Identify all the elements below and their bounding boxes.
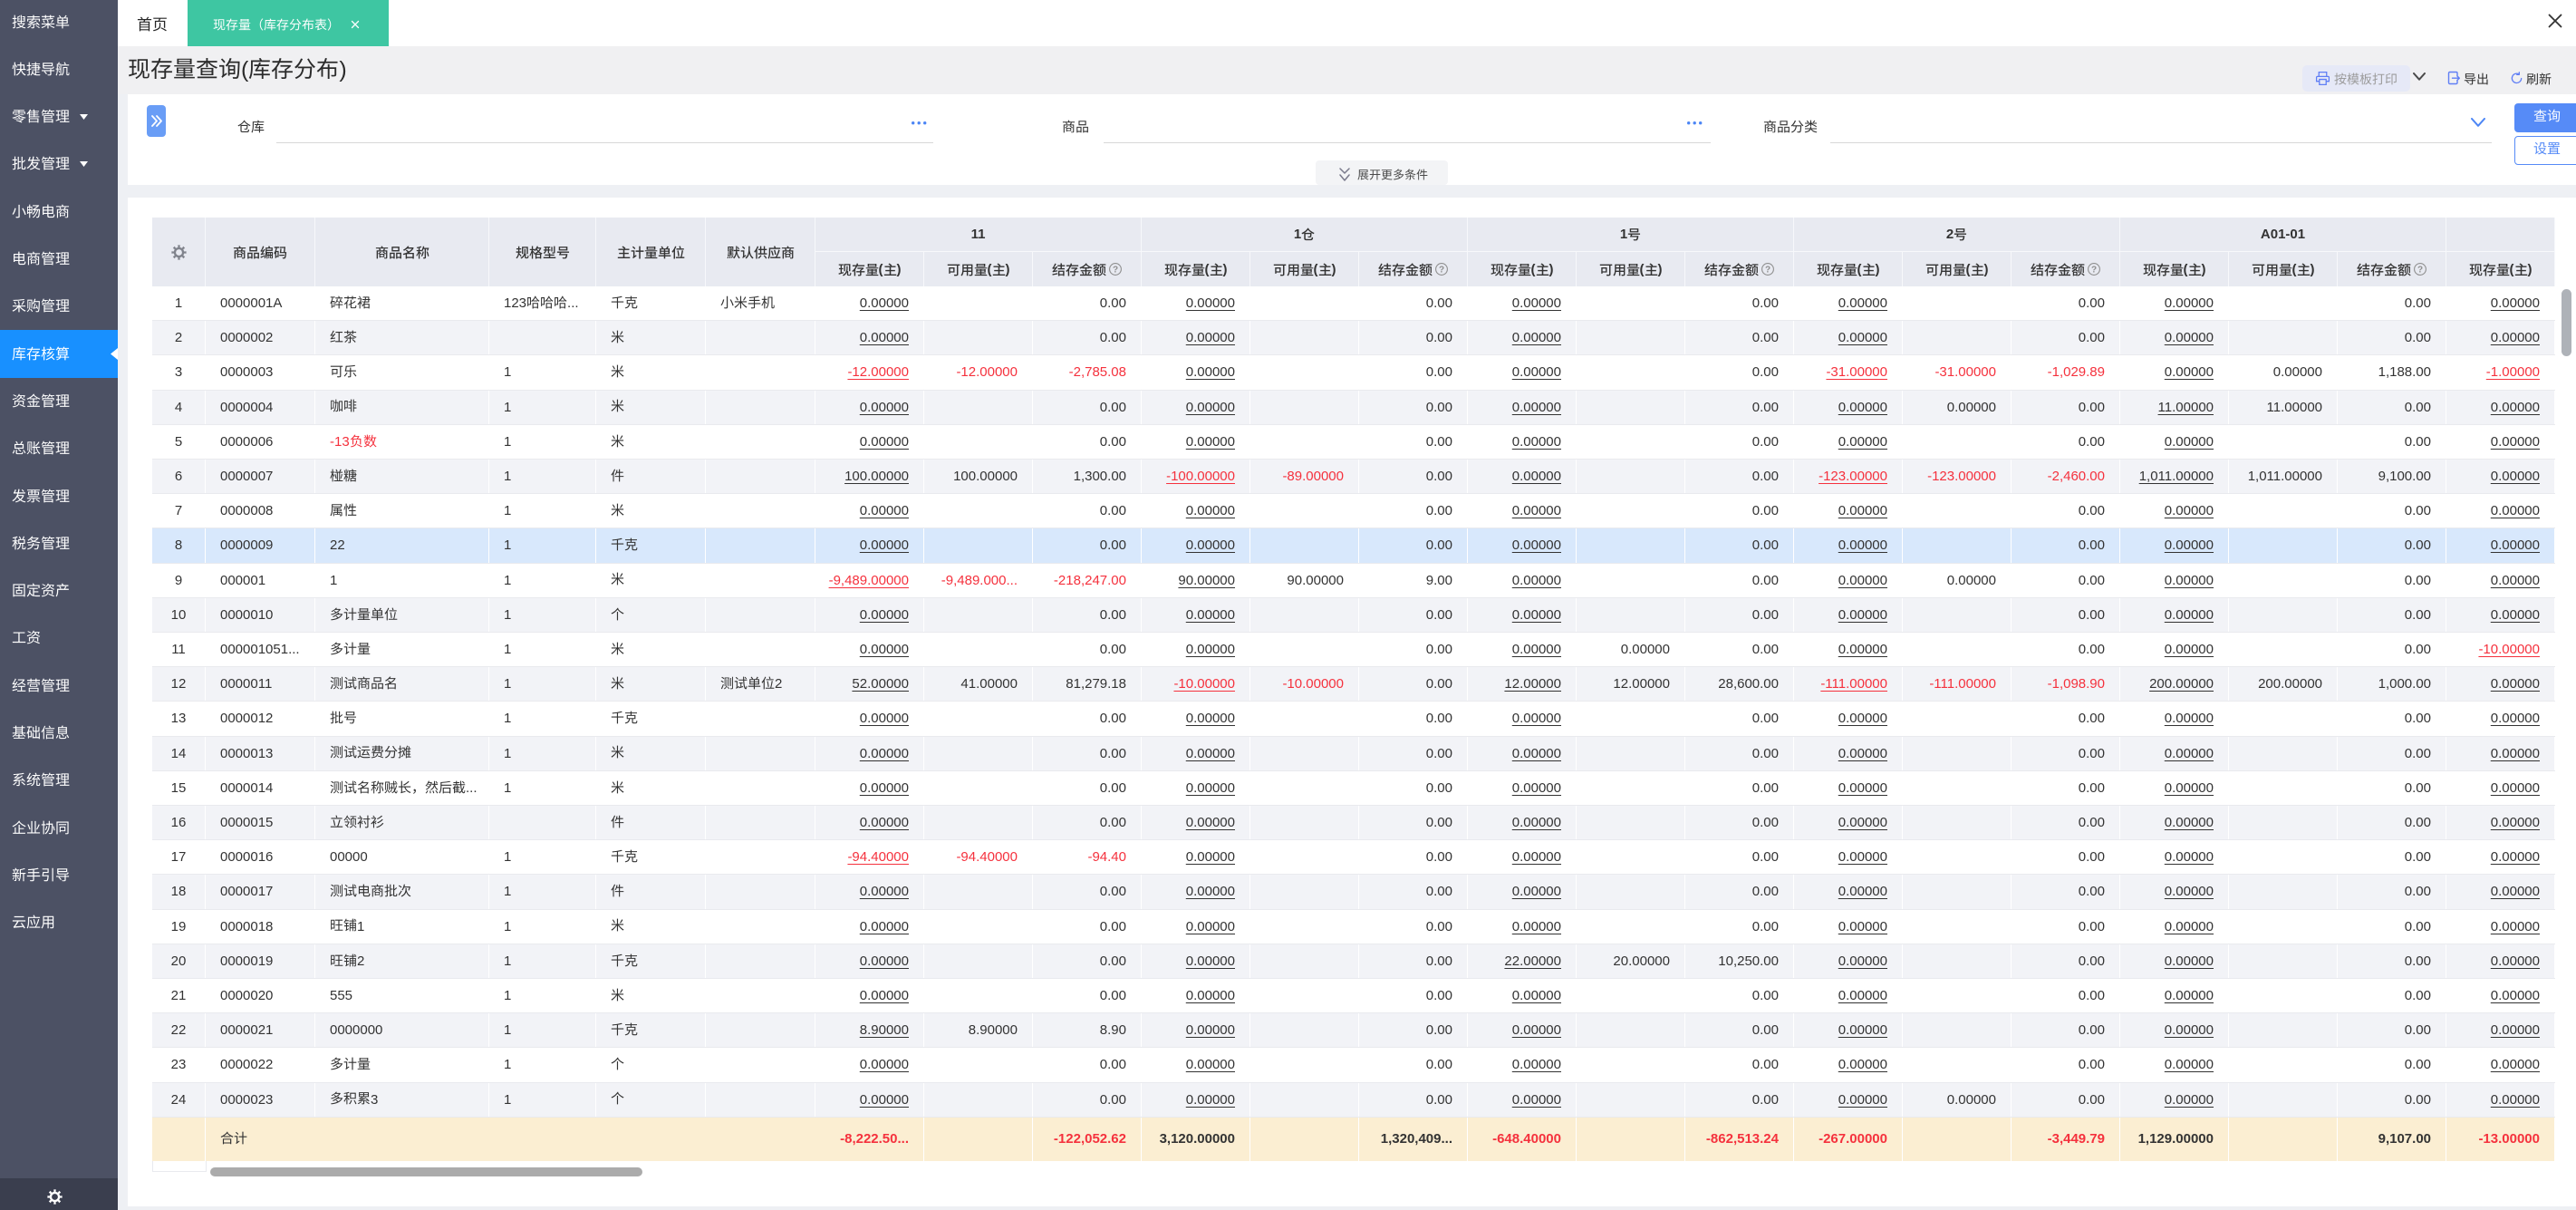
svg-text:?: ? [1113,266,1118,276]
svg-text:?: ? [1439,266,1444,276]
svg-text:?: ? [2417,266,2423,276]
svg-text:?: ? [1765,266,1770,276]
svg-text:?: ? [2091,266,2097,276]
